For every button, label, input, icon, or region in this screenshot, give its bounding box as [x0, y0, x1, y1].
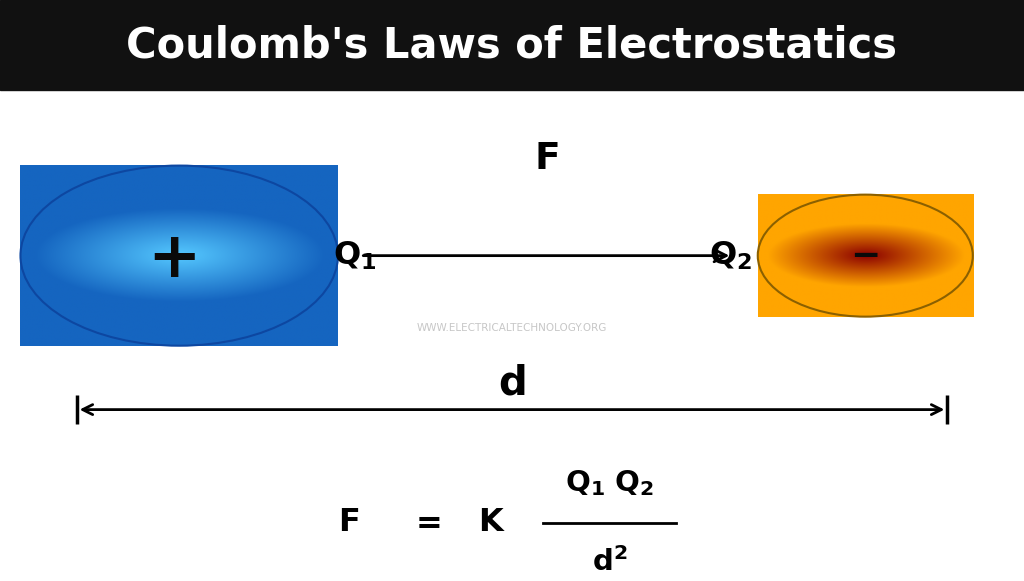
- Text: WWW.ELECTRICALTECHNOLOGY.ORG: WWW.ELECTRICALTECHNOLOGY.ORG: [417, 323, 607, 333]
- Text: Coulomb's Laws of Electrostatics: Coulomb's Laws of Electrostatics: [127, 24, 897, 66]
- Text: $\mathbf{Q_2}$: $\mathbf{Q_2}$: [710, 239, 753, 272]
- Text: −: −: [850, 239, 881, 272]
- Text: $\mathbf{F}$: $\mathbf{F}$: [534, 141, 558, 177]
- Text: $\mathbf{F}$: $\mathbf{F}$: [338, 507, 358, 539]
- FancyBboxPatch shape: [0, 0, 1024, 90]
- Text: $\mathbf{d^2}$: $\mathbf{d^2}$: [592, 547, 627, 578]
- Text: $\mathbf{=}$: $\mathbf{=}$: [410, 507, 440, 539]
- Text: $\mathbf{Q_1}$: $\mathbf{Q_1}$: [333, 239, 376, 272]
- Text: $\mathbf{K}$: $\mathbf{K}$: [477, 507, 506, 539]
- Text: $\mathbf{d}$: $\mathbf{d}$: [499, 364, 525, 403]
- Text: +: +: [147, 228, 201, 289]
- Text: $\mathbf{Q_1\ Q_2}$: $\mathbf{Q_1\ Q_2}$: [565, 468, 653, 498]
